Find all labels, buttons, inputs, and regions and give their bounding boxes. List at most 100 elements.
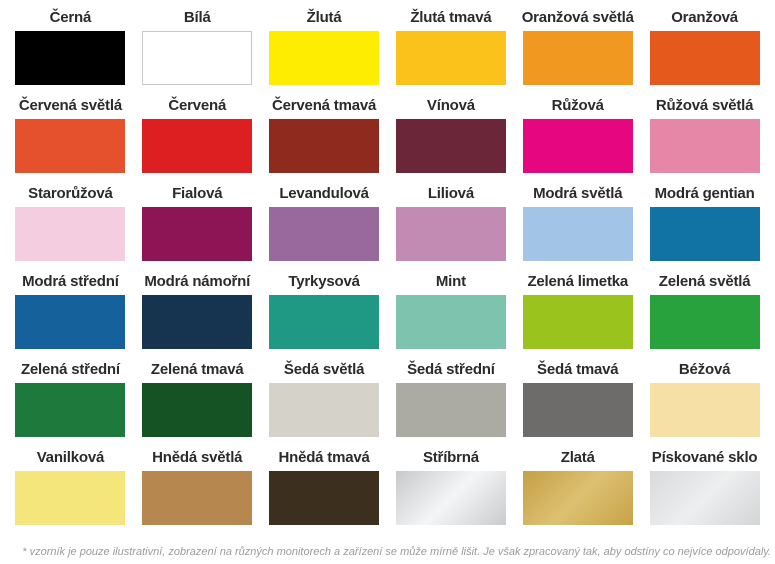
swatch-cell: Růžová světlá <box>641 92 768 180</box>
color-swatch <box>142 295 253 349</box>
color-swatch <box>269 383 380 437</box>
swatch-cell: Vanilková <box>7 444 134 532</box>
color-swatch <box>395 383 506 437</box>
disclaimer-footnote: * vzorník je pouze ilustrativní, zobraze… <box>22 546 771 558</box>
swatch-label: Starorůžová <box>28 185 113 202</box>
swatch-label: Červená tmavá <box>272 97 377 114</box>
color-swatch <box>522 207 633 261</box>
swatch-label: Modrá gentian <box>654 185 755 202</box>
color-swatch <box>142 31 253 85</box>
color-swatch <box>15 31 126 85</box>
swatch-label: Zlatá <box>560 449 595 466</box>
swatch-cell: Hnědá světlá <box>134 444 261 532</box>
color-swatch <box>142 119 253 173</box>
color-swatch <box>15 295 126 349</box>
swatch-cell: Mint <box>388 268 515 356</box>
swatch-cell: Tyrkysová <box>261 268 388 356</box>
swatch-label: Oranžová světlá <box>521 9 634 26</box>
swatch-cell: Růžová <box>514 92 641 180</box>
swatch-label: Pískované sklo <box>651 449 758 466</box>
swatch-label: Tyrkysová <box>288 273 360 290</box>
swatch-label: Modrá námořní <box>144 273 251 290</box>
swatch-label: Béžová <box>678 361 731 378</box>
color-swatch <box>395 471 506 525</box>
color-swatch <box>269 207 380 261</box>
color-swatch <box>269 31 380 85</box>
swatch-label: Oranžová <box>671 9 738 26</box>
swatch-label: Hnědá tmavá <box>278 449 370 466</box>
color-swatch-grid: Černá Bílá Žlutá Žlutá tmavá Oranžová sv… <box>7 4 768 532</box>
color-swatch <box>142 383 253 437</box>
swatch-cell: Žlutá tmavá <box>388 4 515 92</box>
color-swatch <box>15 207 126 261</box>
swatch-label: Vínová <box>426 97 475 114</box>
color-swatch <box>395 207 506 261</box>
swatch-label: Modrá střední <box>22 273 119 290</box>
color-swatch <box>395 295 506 349</box>
swatch-cell: Vínová <box>388 92 515 180</box>
color-swatch <box>269 471 380 525</box>
swatch-label: Liliová <box>427 185 474 202</box>
color-swatch <box>15 119 126 173</box>
color-swatch <box>522 119 633 173</box>
swatch-label: Žlutá <box>306 9 342 26</box>
color-swatch <box>649 383 760 437</box>
color-swatch <box>142 471 253 525</box>
swatch-cell: Červená světlá <box>7 92 134 180</box>
swatch-label: Červená <box>168 97 227 114</box>
swatch-cell: Hnědá tmavá <box>261 444 388 532</box>
swatch-cell: Stříbrná <box>388 444 515 532</box>
swatch-cell: Modrá střední <box>7 268 134 356</box>
color-swatch <box>649 471 760 525</box>
color-swatch <box>142 207 253 261</box>
color-swatch <box>395 31 506 85</box>
color-swatch <box>522 31 633 85</box>
swatch-label: Levandulová <box>279 185 369 202</box>
swatch-label: Stříbrná <box>422 449 479 466</box>
swatch-label: Vanilková <box>36 449 105 466</box>
color-swatch <box>649 207 760 261</box>
color-swatch <box>15 471 126 525</box>
swatch-label: Modrá světlá <box>533 185 623 202</box>
swatch-label: Šedá střední <box>407 361 495 378</box>
swatch-label: Hnědá světlá <box>152 449 243 466</box>
swatch-label: Šedá světlá <box>283 361 365 378</box>
swatch-cell: Šedá tmavá <box>514 356 641 444</box>
color-swatch <box>269 119 380 173</box>
swatch-cell: Modrá světlá <box>514 180 641 268</box>
swatch-cell: Starorůžová <box>7 180 134 268</box>
swatch-cell: Oranžová světlá <box>514 4 641 92</box>
swatch-cell: Žlutá <box>261 4 388 92</box>
swatch-cell: Červená <box>134 92 261 180</box>
swatch-label: Růžová <box>551 97 604 114</box>
color-swatch <box>522 471 633 525</box>
swatch-label: Zelená tmavá <box>150 361 244 378</box>
color-swatch <box>649 119 760 173</box>
swatch-cell: Fialová <box>134 180 261 268</box>
color-swatch <box>522 383 633 437</box>
swatch-label: Mint <box>435 273 466 290</box>
swatch-cell: Zelená limetka <box>514 268 641 356</box>
color-swatch <box>15 383 126 437</box>
swatch-label: Zelená limetka <box>527 273 629 290</box>
swatch-cell: Liliová <box>388 180 515 268</box>
color-swatch <box>649 295 760 349</box>
swatch-label: Černá <box>49 9 92 26</box>
swatch-label: Šedá tmavá <box>537 361 619 378</box>
swatch-cell: Zlatá <box>514 444 641 532</box>
swatch-cell: Bílá <box>134 4 261 92</box>
color-swatch <box>269 295 380 349</box>
swatch-label: Žlutá tmavá <box>410 9 492 26</box>
color-swatch <box>395 119 506 173</box>
swatch-cell: Červená tmavá <box>261 92 388 180</box>
swatch-label: Červená světlá <box>18 97 122 114</box>
swatch-label: Růžová světlá <box>655 97 754 114</box>
swatch-label: Fialová <box>172 185 223 202</box>
swatch-cell: Modrá gentian <box>641 180 768 268</box>
swatch-cell: Oranžová <box>641 4 768 92</box>
swatch-label: Bílá <box>183 9 211 26</box>
swatch-cell: Šedá světlá <box>261 356 388 444</box>
swatch-cell: Zelená světlá <box>641 268 768 356</box>
swatch-cell: Zelená tmavá <box>134 356 261 444</box>
swatch-label: Zelená světlá <box>658 273 751 290</box>
